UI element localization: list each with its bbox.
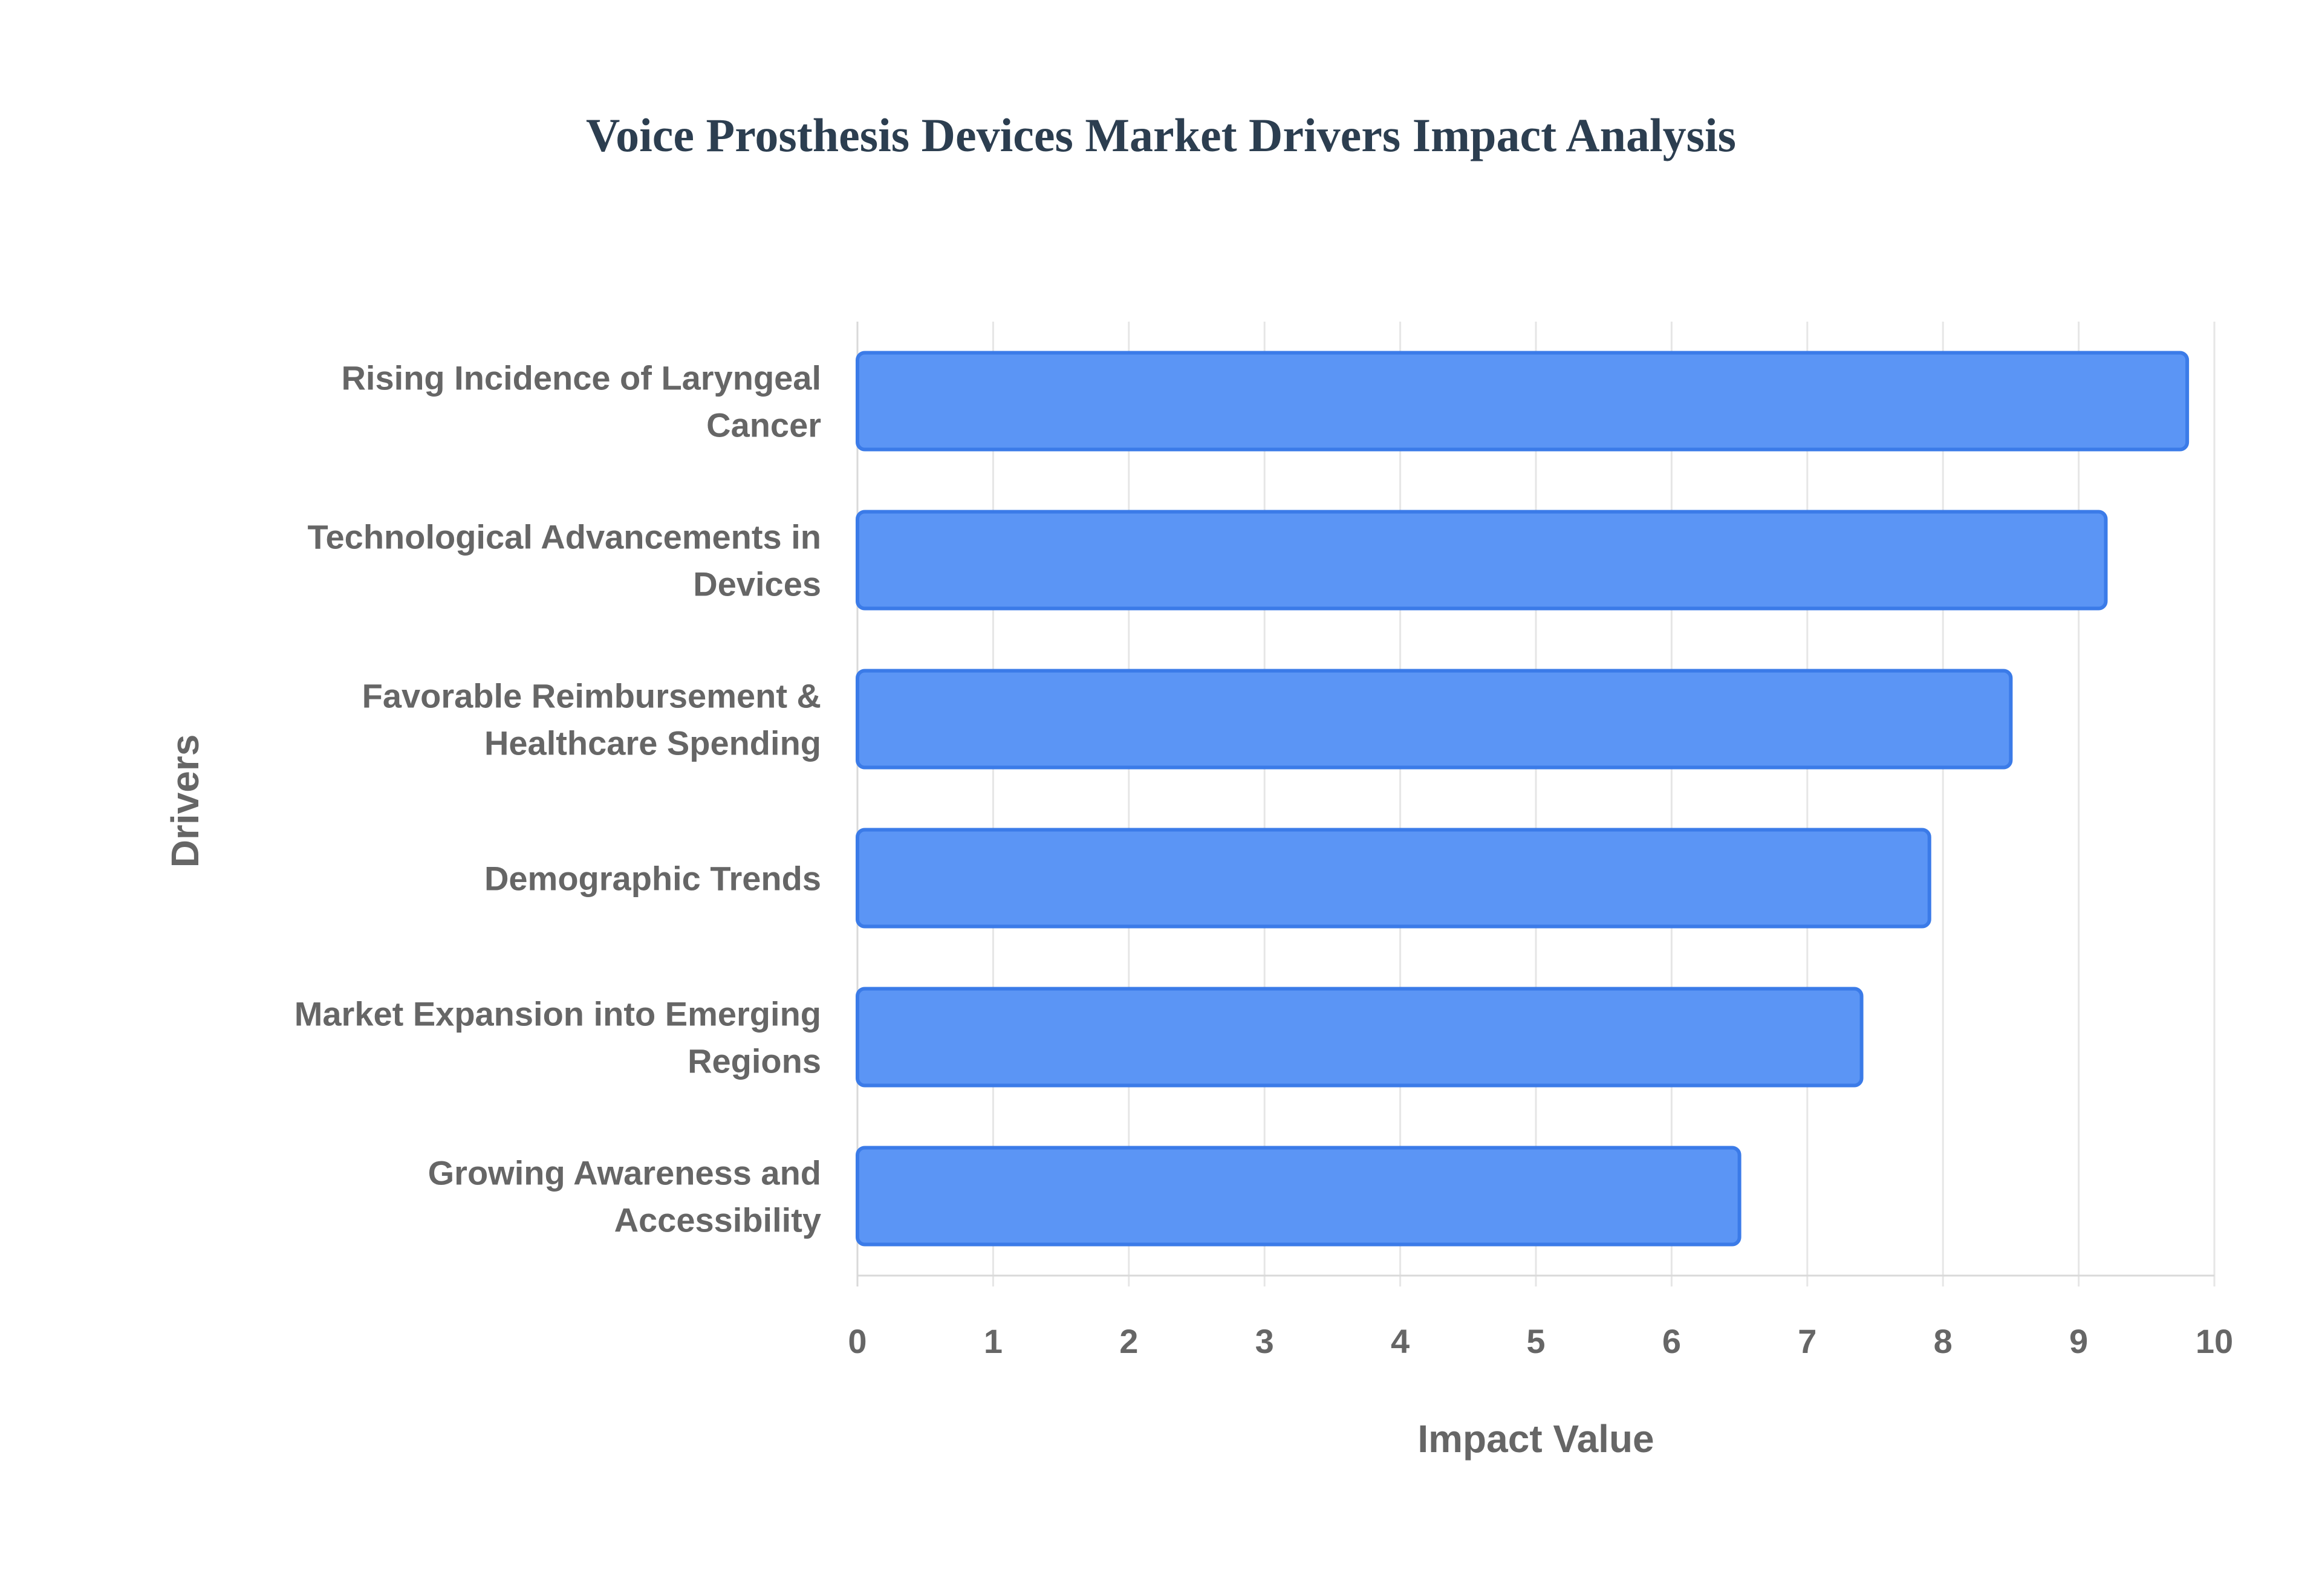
x-tick-label: 6 [1662, 1322, 1681, 1360]
category-label: Market Expansion into Emerging Regions [294, 995, 821, 1080]
x-axis-title: Impact Value [1417, 1417, 1654, 1461]
x-tick-label: 7 [1798, 1322, 1816, 1360]
x-tick-label: 1 [984, 1322, 1003, 1360]
x-tick-label: 3 [1255, 1322, 1274, 1360]
y-axis-title: Drivers [163, 735, 207, 868]
x-tick-label: 8 [1934, 1322, 1953, 1360]
category-label: Favorable Reimbursement & Healthcare Spen… [362, 677, 821, 762]
x-tick-labels: 0 1 2 3 4 5 6 7 8 9 10 [848, 1322, 2233, 1360]
bar [856, 828, 1931, 929]
bar [856, 669, 2013, 770]
x-tick-label: 10 [2196, 1322, 2233, 1360]
category-label: Rising Incidence of Laryngeal Cancer [341, 359, 821, 444]
x-tick-label: 4 [1391, 1322, 1410, 1360]
category-label: Demographic Trends [484, 860, 821, 898]
category-label: Technological Advancements in Devices [307, 518, 821, 603]
category-labels: Rising Incidence of Laryngeal Cancer Techn… [294, 359, 821, 1239]
bar [856, 1146, 1742, 1247]
bar [856, 351, 2190, 452]
x-tick-label: 2 [1119, 1322, 1138, 1360]
x-tick-label: 9 [2069, 1322, 2088, 1360]
bar [856, 510, 2108, 611]
gridlines [856, 322, 2216, 1286]
x-tick-label: 0 [848, 1322, 867, 1360]
chart-title: Voice Prosthesis Devices Market Drivers … [586, 109, 1736, 161]
bar [856, 987, 1864, 1088]
x-tick-label: 5 [1526, 1322, 1545, 1360]
category-label: Growing Awareness and Accessibility [428, 1154, 821, 1239]
bars [856, 351, 2190, 1247]
